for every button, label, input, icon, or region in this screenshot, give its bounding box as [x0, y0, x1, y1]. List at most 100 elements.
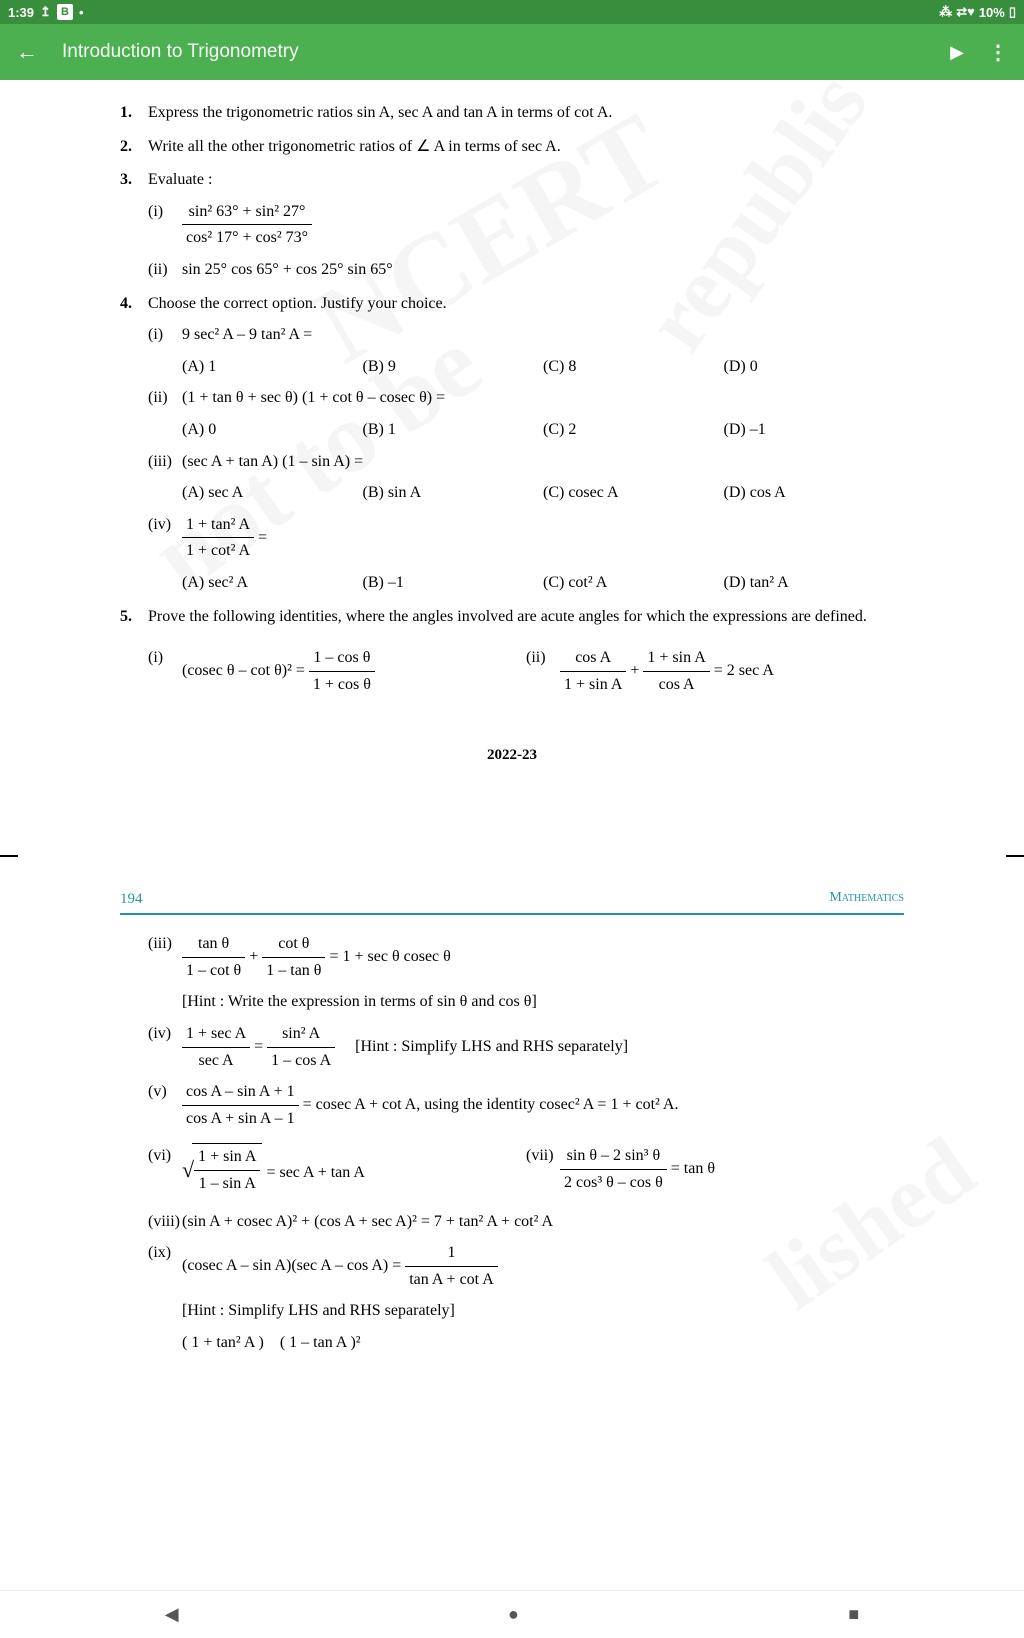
lhs: (cosec θ – cot θ)² = [182, 662, 309, 679]
q-text: Evaluate : [148, 171, 212, 188]
p2-iv: (iv) 1 + sec A sec A = sin² A 1 – cos A … [148, 1021, 904, 1073]
q-num: 1. [120, 100, 132, 126]
plus: + [245, 948, 262, 965]
q4-i-opts: (A) 1 (B) 9 (C) 8 (D) 0 [148, 354, 904, 380]
roman: (i) [148, 645, 163, 671]
opt-b: (B) –1 [363, 570, 544, 596]
nav-back-icon[interactable]: ◀ [165, 1604, 179, 1625]
fraction: 1 + sec A sec A [182, 1021, 250, 1073]
year-label: 2022-23 [120, 743, 904, 767]
frac-top: cos A – sin A + 1 [182, 1079, 299, 1106]
frac-top: 1 + tan² A [182, 512, 254, 539]
nav-home-icon[interactable]: ● [508, 1604, 519, 1625]
q-text: Express the trigonometric ratios sin A, … [148, 104, 612, 121]
hint-text: [Hint : Simplify LHS and RHS separately] [182, 1302, 455, 1319]
fraction: cot θ 1 – tan θ [262, 931, 325, 983]
p2-vii: (vii) sin θ – 2 sin³ θ 2 cos³ θ – cos θ … [526, 1143, 904, 1196]
fraction: cos A 1 + sin A [560, 645, 626, 697]
roman: (ii) [148, 385, 168, 411]
opt-b: (B) 9 [363, 354, 544, 380]
upload-icon: ↥ [40, 4, 51, 20]
frac-top: 1 + sin A [643, 645, 709, 672]
frac-bot: cos A [643, 672, 709, 698]
question-3: 3. Evaluate : (i) sin² 63° + sin² 27° co… [120, 167, 904, 282]
opt-d: (D) cos A [724, 480, 905, 506]
battery-icon: ▯ [1009, 4, 1016, 20]
frac-top: cot θ [262, 931, 325, 958]
plus: + [626, 662, 643, 679]
frac-bot: 1 + sin A [560, 672, 626, 698]
frac-bot: 1 – cos A [267, 1048, 335, 1074]
expr: sin 25° cos 65° + cos 25° sin 65° [182, 261, 393, 278]
roman: (vi) [148, 1143, 171, 1169]
q-text: Prove the following identities, where th… [148, 608, 867, 625]
opt-c: (C) cosec A [543, 480, 724, 506]
q4-iii: (iii) (sec A + tan A) (1 – sin A) = [148, 449, 904, 475]
nav-recent-icon[interactable]: ■ [848, 1604, 859, 1625]
p2-ix: (ix) (cosec A – sin A)(sec A – cos A) = … [148, 1240, 904, 1292]
status-right: ⁂ ⇄♥ 10% ▯ [939, 4, 1016, 20]
back-icon[interactable]: ← [16, 39, 38, 65]
question-1: 1. Express the trigonometric ratios sin … [120, 100, 904, 126]
q4-iii-opts: (A) sec A (B) sin A (C) cosec A (D) cos … [148, 480, 904, 506]
expr: (sec A + tan A) (1 – sin A) = [182, 453, 363, 470]
opt-a: (A) 0 [182, 417, 363, 443]
lhs: (cosec A – sin A)(sec A – cos A) = [182, 1257, 405, 1274]
expr: (sin A + cosec A)² + (cos A + sec A)² = … [182, 1213, 553, 1230]
opt-a: (A) sec² A [182, 570, 363, 596]
rhs: = sec A + tan A [262, 1164, 364, 1181]
roman: (ii) [148, 257, 168, 283]
p2-vi-vii-row: (vi) 1 + sin A 1 – sin A = sec A + tan A… [148, 1137, 904, 1202]
q4-iv-opts: (A) sec² A (B) –1 (C) cot² A (D) tan² A [148, 570, 904, 596]
frac-top: 1 [405, 1240, 498, 1267]
opt-d: (D) –1 [724, 417, 905, 443]
sqrt: 1 + sin A 1 – sin A [182, 1143, 262, 1196]
rhs: = 2 sec A [710, 662, 774, 679]
opt-b: (B) 1 [363, 417, 544, 443]
eq: = [250, 1038, 267, 1055]
frac-top: sin θ – 2 sin³ θ [560, 1143, 667, 1170]
fraction: 1 + sin A 1 – sin A [194, 1144, 260, 1196]
frac-bot: 1 – tan θ [262, 958, 325, 984]
roman: (iv) [148, 1021, 171, 1047]
frac-bot: 1 + cos θ [309, 672, 375, 698]
fraction: sin θ – 2 sin³ θ 2 cos³ θ – cos θ [560, 1143, 667, 1195]
rhs: = tan θ [667, 1160, 715, 1177]
roman: (i) [148, 322, 163, 348]
question-4: 4. Choose the correct option. Justify yo… [120, 291, 904, 596]
q-text: Write all the other trigonometric ratios… [148, 138, 561, 155]
p2-iii: (iii) tan θ 1 – cot θ + cot θ 1 – tan θ … [148, 931, 904, 983]
expr: 9 sec² A – 9 tan² A = [182, 326, 312, 343]
fraction: 1 – cos θ 1 + cos θ [309, 645, 375, 697]
opt-c: (C) 2 [543, 417, 724, 443]
q3-ii: (ii) sin 25° cos 65° + cos 25° sin 65° [148, 257, 904, 283]
roman: (vii) [526, 1143, 554, 1169]
frac-bot: 2 cos³ θ – cos θ [560, 1170, 667, 1196]
opt-d: (D) tan² A [724, 570, 905, 596]
roman: (ii) [526, 645, 546, 671]
roman: (i) [148, 199, 163, 225]
frac-top: tan θ [182, 931, 245, 958]
question-5: 5. Prove the following identities, where… [120, 604, 904, 704]
app-bar: ← Introduction to Trigonometry ▶ ⋮ [0, 24, 1024, 80]
p2-iii-hint: [Hint : Write the expression in terms of… [148, 989, 904, 1015]
more-icon[interactable]: ⋮ [988, 40, 1008, 65]
q-text: Choose the correct option. Justify your … [148, 295, 447, 312]
fraction: 1 + sin A cos A [643, 645, 709, 697]
fraction: sin² 63° + sin² 27° cos² 17° + cos² 73° [182, 199, 312, 251]
roman: (v) [148, 1079, 167, 1105]
q3-i: (i) sin² 63° + sin² 27° cos² 17° + cos² … [148, 199, 904, 251]
fraction: 1 + tan² A 1 + cot² A [182, 512, 254, 564]
frac-top: 1 + sin A [194, 1144, 260, 1171]
q5-i: (i) (cosec θ – cot θ)² = 1 – cos θ 1 + c… [148, 645, 526, 697]
roman: (iii) [148, 449, 172, 475]
roman: (iv) [148, 512, 171, 538]
q4-iv: (iv) 1 + tan² A 1 + cot² A = [148, 512, 904, 564]
play-icon[interactable]: ▶ [950, 42, 964, 63]
q-num: 4. [120, 291, 132, 317]
frac-bot: sec A [182, 1048, 250, 1074]
hint-text: [Hint : Simplify LHS and RHS separately] [355, 1038, 628, 1055]
right: ( 1 – tan A )² [280, 1334, 361, 1351]
p2-x: ( 1 + tan² A ) ( 1 – tan A )² [148, 1330, 904, 1356]
q-num: 2. [120, 134, 132, 160]
